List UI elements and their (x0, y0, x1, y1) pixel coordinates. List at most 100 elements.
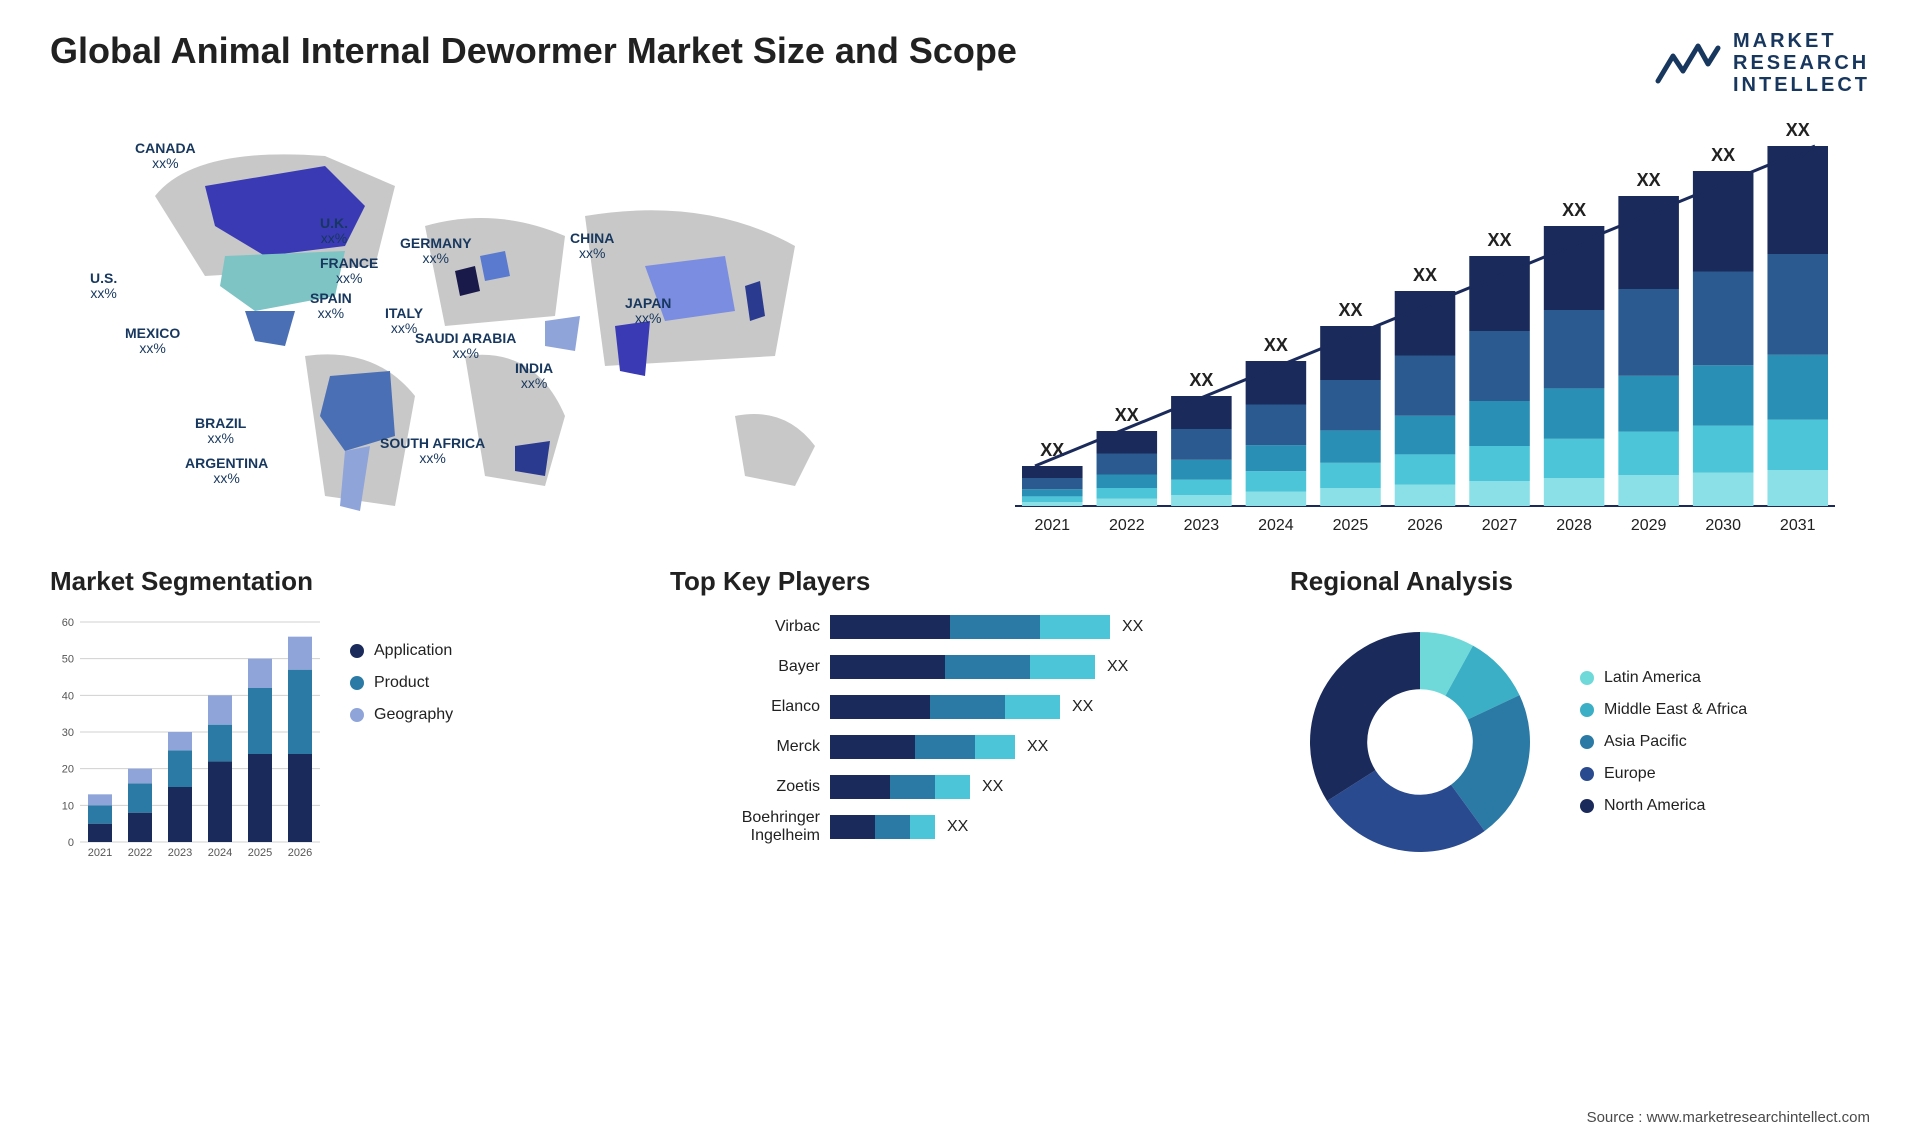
main-bar-seg (1246, 445, 1307, 471)
main-bar-seg (1320, 430, 1381, 462)
player-bar-seg (875, 815, 910, 839)
main-bar-year: 2027 (1482, 517, 1518, 534)
svg-text:40: 40 (62, 690, 74, 702)
main-bar-seg (1320, 326, 1381, 380)
svg-text:2024: 2024 (208, 847, 232, 859)
regional-legend-item: Asia Pacific (1580, 733, 1747, 751)
legend-dot-icon (1580, 735, 1594, 749)
svg-text:2021: 2021 (88, 847, 112, 859)
player-bar-seg (915, 735, 975, 759)
main-bar-seg (1246, 492, 1307, 507)
legend-label: North America (1604, 797, 1705, 815)
player-bar-seg (945, 655, 1030, 679)
player-value: XX (982, 778, 1003, 796)
main-bar-label: XX (1338, 300, 1362, 320)
seg-bar-seg (128, 813, 152, 842)
player-row: ElancoXX (670, 692, 1250, 722)
regional-panel: Regional Analysis Latin AmericaMiddle Ea… (1290, 566, 1870, 872)
main-bar-seg (1097, 454, 1158, 475)
main-bar-seg (1767, 355, 1828, 420)
player-bar-seg (1040, 615, 1110, 639)
main-bar-seg (1097, 488, 1158, 499)
legend-dot-icon (350, 708, 364, 722)
map-label-mexico: MEXICOxx% (125, 326, 180, 357)
player-bar-seg (830, 775, 890, 799)
legend-label: Application (374, 642, 452, 660)
donut-slice (1310, 632, 1420, 801)
map-label-saudiarabia: SAUDI ARABIAxx% (415, 331, 516, 362)
map-label-france: FRANCExx% (320, 256, 378, 287)
country-south-africa (515, 441, 550, 476)
main-bar-seg (1171, 480, 1232, 495)
players-chart: VirbacXXBayerXXElancoXXMerckXXZoetisXXBo… (670, 612, 1250, 842)
main-bar-seg (1246, 405, 1307, 446)
player-value: XX (947, 818, 968, 836)
main-bar-seg (1022, 502, 1083, 506)
main-bar-seg (1618, 376, 1679, 432)
main-bar-year: 2026 (1407, 517, 1443, 534)
player-value: XX (1107, 658, 1128, 676)
main-bar-seg (1022, 466, 1083, 478)
main-bar-seg (1246, 471, 1307, 491)
player-row: Boehringer Ingelheim XX (670, 812, 1250, 842)
regional-legend-item: Middle East & Africa (1580, 701, 1747, 719)
regional-title: Regional Analysis (1290, 566, 1870, 597)
regional-donut (1290, 612, 1550, 872)
player-bar-seg (930, 695, 1005, 719)
main-bar-seg (1097, 499, 1158, 507)
player-bar-seg (890, 775, 935, 799)
main-bar-year: 2022 (1109, 517, 1145, 534)
main-bar-seg (1171, 495, 1232, 506)
seg-bar-seg (168, 750, 192, 787)
main-bar-seg (1395, 356, 1456, 416)
seg-legend-item: Application (350, 642, 453, 660)
legend-dot-icon (350, 644, 364, 658)
seg-bar-seg (168, 787, 192, 842)
main-bar-seg (1320, 488, 1381, 506)
main-bar-seg (1618, 196, 1679, 289)
main-bar-seg (1320, 463, 1381, 488)
main-bar-label: XX (1413, 265, 1437, 285)
main-bar-seg (1767, 470, 1828, 506)
main-bar-year: 2030 (1705, 517, 1741, 534)
player-bar (830, 695, 1060, 719)
seg-legend-item: Geography (350, 706, 453, 724)
player-bar-seg (1005, 695, 1060, 719)
main-bar-seg (1693, 272, 1754, 366)
player-label: Elanco (670, 698, 830, 716)
player-bar (830, 735, 1015, 759)
player-label: Zoetis (670, 778, 830, 796)
seg-bar-seg (208, 725, 232, 762)
logo-mark-icon (1653, 36, 1723, 91)
main-bar-seg (1171, 429, 1232, 460)
map-label-canada: CANADAxx% (135, 141, 196, 172)
players-title: Top Key Players (670, 566, 1250, 597)
regional-legend-item: North America (1580, 797, 1747, 815)
player-label: Bayer (670, 658, 830, 676)
map-label-brazil: BRAZILxx% (195, 416, 246, 447)
player-label: Virbac (670, 618, 830, 636)
seg-legend-item: Product (350, 674, 453, 692)
seg-bar-seg (248, 659, 272, 688)
main-bar-seg (1618, 475, 1679, 506)
player-bar-seg (830, 615, 950, 639)
player-bar-seg (830, 815, 875, 839)
svg-text:2023: 2023 (168, 847, 192, 859)
main-bar-seg (1022, 489, 1083, 496)
players-panel: Top Key Players VirbacXXBayerXXElancoXXM… (670, 566, 1250, 872)
seg-bar-seg (248, 754, 272, 842)
main-bar-year: 2029 (1631, 517, 1667, 534)
main-bar-label: XX (1189, 370, 1213, 390)
main-bar-seg (1171, 460, 1232, 480)
main-bar-seg (1693, 473, 1754, 507)
seg-bar-seg (88, 805, 112, 823)
svg-text:20: 20 (62, 764, 74, 776)
main-bar-seg (1395, 416, 1456, 455)
main-bar-year: 2031 (1780, 517, 1816, 534)
main-bar-year: 2024 (1258, 517, 1294, 534)
legend-label: Asia Pacific (1604, 733, 1687, 751)
player-bar-seg (830, 655, 945, 679)
main-bar-label: XX (1786, 120, 1810, 140)
player-bar-seg (910, 815, 935, 839)
player-label: Boehringer Ingelheim (670, 809, 830, 845)
